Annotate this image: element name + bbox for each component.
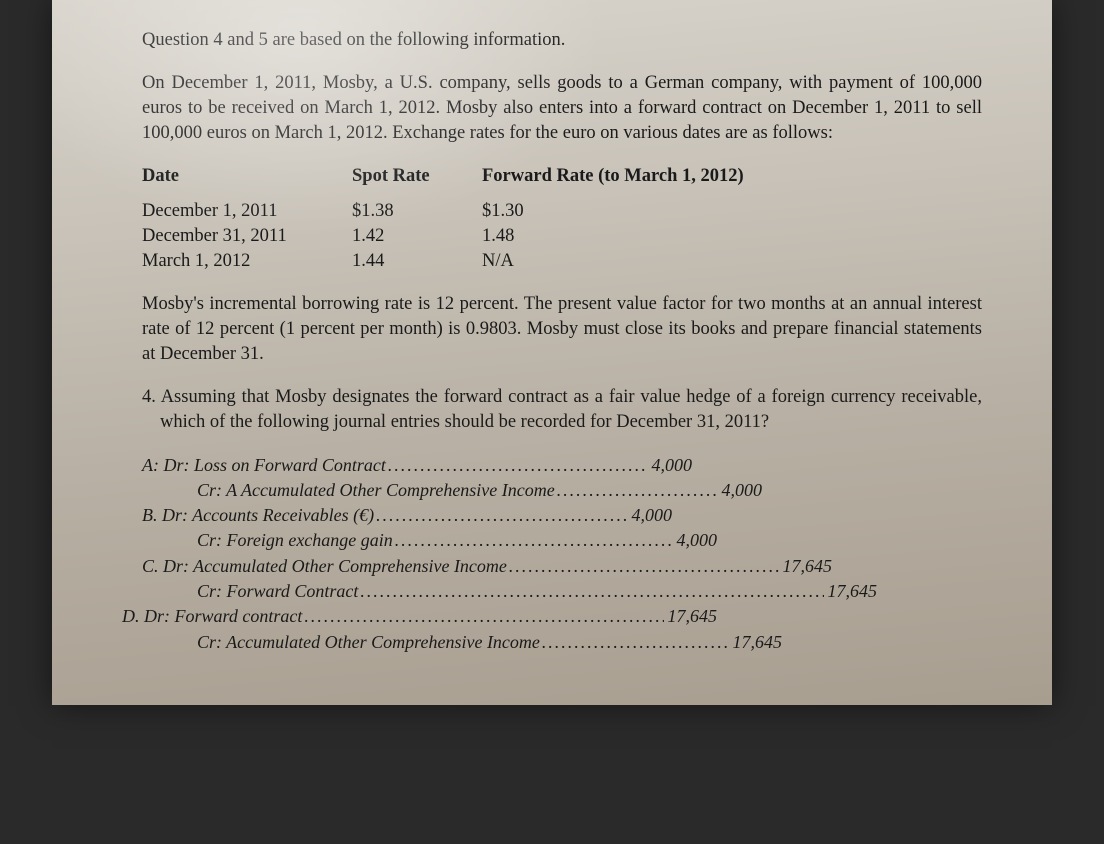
table-header-row: Date Spot Rate Forward Rate (to March 1,… (142, 164, 982, 189)
intro-text: Question 4 and 5 are based on the follow… (142, 28, 982, 53)
cell-spot: 1.42 (352, 224, 482, 249)
answer-c-debit: C. Dr: Accumulated Other Comprehensive I… (142, 554, 982, 578)
answer-amount: 17,645 (779, 554, 983, 578)
header-forward: Forward Rate (to March 1, 2012) (482, 164, 982, 189)
cell-date: December 1, 2011 (142, 199, 352, 224)
cell-date: March 1, 2012 (142, 249, 352, 274)
table-row: December 1, 2011 $1.38 $1.30 (142, 199, 982, 224)
cell-fwd: $1.30 (482, 199, 982, 224)
cell-date: December 31, 2011 (142, 224, 352, 249)
answer-amount: 4,000 (673, 528, 983, 552)
cell-spot: 1.44 (352, 249, 482, 274)
answer-label: D. Dr: Forward contract (122, 604, 302, 628)
answer-label: C. Dr: Accumulated Other Comprehensive I… (142, 554, 507, 578)
answer-b-debit: B. Dr: Accounts Receivables (€) 4,000 (142, 503, 982, 527)
answer-a-debit: A: Dr: Loss on Forward Contract 4,000 (142, 453, 982, 477)
question-label: 4. Assuming that Mosby designates the fo… (142, 387, 982, 432)
answer-amount: 4,000 (628, 503, 983, 527)
leader-dots (374, 503, 627, 527)
document-page: Question 4 and 5 are based on the follow… (52, 0, 1052, 705)
answer-d-debit: D. Dr: Forward contract 17,645 (122, 604, 982, 628)
answer-a-credit: Cr: A Accumulated Other Comprehensive In… (142, 478, 982, 502)
leader-dots (555, 478, 718, 502)
answer-amount: 4,000 (718, 478, 983, 502)
answer-amount: 4,000 (648, 453, 983, 477)
cell-fwd: N/A (482, 249, 982, 274)
table-row: March 1, 2012 1.44 N/A (142, 249, 982, 274)
header-spot: Spot Rate (352, 164, 482, 189)
answer-label: Cr: A Accumulated Other Comprehensive In… (197, 478, 555, 502)
answer-b-credit: Cr: Foreign exchange gain 4,000 (142, 528, 982, 552)
exchange-rate-table: Date Spot Rate Forward Rate (to March 1,… (142, 164, 982, 274)
question-text: 4. Assuming that Mosby designates the fo… (142, 385, 982, 435)
scenario-text: On December 1, 2011, Mosby, a U.S. compa… (142, 71, 982, 146)
answer-amount: 17,645 (824, 579, 983, 603)
leader-dots (358, 579, 823, 603)
header-date: Date (142, 164, 352, 189)
answer-choices: A: Dr: Loss on Forward Contract 4,000 Cr… (142, 453, 982, 654)
note-text: Mosby's incremental borrowing rate is 12… (142, 292, 982, 367)
leader-dots (507, 554, 779, 578)
leader-dots (540, 630, 729, 654)
leader-dots (302, 604, 663, 628)
cell-fwd: 1.48 (482, 224, 982, 249)
table-row: December 31, 2011 1.42 1.48 (142, 224, 982, 249)
answer-amount: 17,645 (729, 630, 983, 654)
leader-dots (393, 528, 673, 552)
answer-label: Cr: Accumulated Other Comprehensive Inco… (197, 630, 540, 654)
cell-spot: $1.38 (352, 199, 482, 224)
answer-label: B. Dr: Accounts Receivables (€) (142, 503, 374, 527)
answer-c-credit: Cr: Forward Contract 17,645 (142, 579, 982, 603)
leader-dots (386, 453, 648, 477)
answer-label: Cr: Foreign exchange gain (197, 528, 393, 552)
answer-label: Cr: Forward Contract (197, 579, 358, 603)
answer-label: A: Dr: Loss on Forward Contract (142, 453, 386, 477)
answer-amount: 17,645 (664, 604, 983, 628)
answer-d-credit: Cr: Accumulated Other Comprehensive Inco… (142, 630, 982, 654)
